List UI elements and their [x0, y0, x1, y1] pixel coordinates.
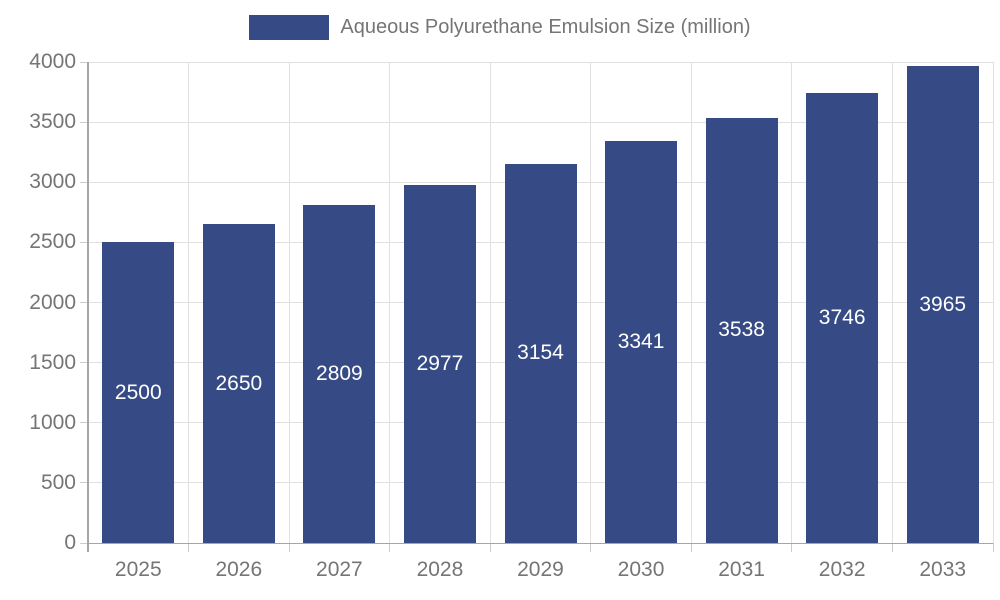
gridline-vertical	[188, 62, 190, 543]
y-tick-label: 0	[64, 531, 76, 554]
x-axis-tick	[992, 543, 994, 552]
y-axis-tick	[80, 302, 88, 303]
y-axis-tick	[80, 181, 88, 183]
y-tick-label: 1500	[29, 350, 76, 374]
bar-value-label: 2500	[114, 380, 162, 404]
bar	[102, 242, 175, 543]
y-axis-tick	[80, 422, 88, 424]
bar	[806, 92, 879, 543]
gridline-vertical	[992, 62, 994, 543]
bar-value-label: 2977	[416, 352, 464, 375]
x-tick-label: 2026	[215, 558, 263, 581]
y-tick-label: 4000	[29, 50, 76, 73]
bar-value-label: 2809	[316, 362, 363, 386]
gridline-vertical	[891, 62, 893, 543]
bar	[605, 141, 678, 543]
y-tick-label: 1000	[29, 410, 76, 434]
y-axis-line	[87, 62, 89, 552]
x-tick-label: 2028	[416, 558, 464, 581]
gridline-vertical	[288, 62, 290, 543]
bar	[504, 163, 577, 543]
gridline-horizontal	[88, 121, 993, 123]
x-axis-tick	[891, 543, 893, 552]
bar	[403, 185, 476, 543]
x-axis-line	[88, 542, 993, 544]
y-axis-tick	[80, 241, 88, 243]
bar	[906, 66, 979, 543]
y-axis-tick	[80, 482, 88, 484]
chart-legend[interactable]: Aqueous Polyurethane Emulsion Size (mill…	[0, 15, 1000, 40]
gridline-vertical	[791, 62, 793, 543]
x-tick-label: 2025	[114, 558, 162, 581]
x-tick-label: 2031	[718, 558, 765, 581]
bar-value-label: 3538	[718, 318, 765, 342]
gridline-vertical	[489, 62, 491, 543]
x-axis-tick	[590, 543, 592, 552]
y-tick-label: 3000	[29, 170, 76, 194]
gridline-vertical	[690, 62, 692, 543]
x-axis-tick	[389, 543, 391, 552]
gridline-horizontal	[88, 61, 993, 63]
y-axis-tick	[80, 542, 88, 544]
bar-value-label: 3965	[919, 292, 967, 316]
x-tick-label: 2029	[517, 558, 564, 581]
y-tick-label: 2000	[29, 290, 76, 314]
bar-value-label: 3746	[818, 305, 866, 329]
x-tick-label: 2032	[818, 558, 866, 581]
gridline-vertical	[590, 62, 592, 543]
legend-label: Aqueous Polyurethane Emulsion Size (mill…	[340, 16, 751, 38]
x-tick-label: 2033	[919, 558, 967, 581]
x-axis-tick	[188, 543, 190, 552]
bar-value-label: 3341	[617, 330, 665, 354]
x-axis-tick	[690, 543, 692, 552]
legend-swatch-icon	[249, 15, 330, 40]
bar	[705, 117, 778, 543]
bar-value-label: 2650	[215, 371, 263, 395]
x-axis-tick	[288, 543, 290, 552]
y-axis-tick	[80, 61, 88, 63]
y-axis-tick	[80, 362, 88, 364]
x-tick-label: 2027	[316, 558, 363, 581]
x-tick-label: 2030	[617, 558, 665, 581]
y-tick-label: 3500	[29, 110, 76, 134]
y-tick-label: 2500	[29, 230, 76, 254]
x-axis-tick	[489, 543, 491, 552]
bar-value-label: 3154	[517, 341, 564, 365]
y-axis-tick	[80, 121, 88, 123]
y-tick-label: 500	[40, 470, 76, 494]
gridline-vertical	[389, 62, 391, 543]
bar	[303, 205, 376, 543]
bar	[202, 224, 275, 543]
x-axis-tick	[791, 543, 793, 552]
